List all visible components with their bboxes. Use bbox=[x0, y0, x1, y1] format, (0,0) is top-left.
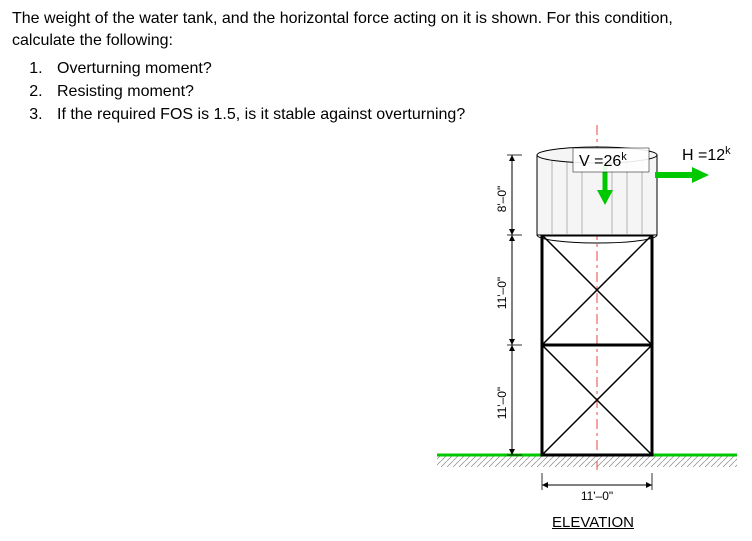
ground-hatch bbox=[437, 455, 737, 467]
v-force-label: V =26k bbox=[579, 151, 627, 170]
elevation-diagram: 8'–0" 11'–0" 11'–0" 11'–0" V =26k H =12k… bbox=[417, 125, 747, 535]
dim-upper-brace: 11'–0" bbox=[495, 277, 509, 309]
question-2: Resisting moment? bbox=[47, 80, 740, 103]
problem-statement: The weight of the water tank, and the ho… bbox=[12, 8, 740, 126]
dim-tank-height: 8'–0" bbox=[495, 186, 509, 213]
question-3: If the required FOS is 1.5, is it stable… bbox=[47, 103, 740, 126]
elevation-label: ELEVATION bbox=[552, 514, 634, 531]
question-1: Overturning moment? bbox=[47, 57, 740, 80]
dim-base-width: 11'–0" bbox=[581, 489, 613, 503]
problem-intro: The weight of the water tank, and the ho… bbox=[12, 10, 673, 49]
question-list: Overturning moment? Resisting moment? If… bbox=[47, 57, 740, 127]
diagram-svg: 8'–0" 11'–0" 11'–0" 11'–0" V =26k H =12k bbox=[417, 125, 747, 535]
dim-lower-brace: 11'–0" bbox=[495, 387, 509, 419]
h-force-label: H =12k bbox=[682, 145, 731, 164]
